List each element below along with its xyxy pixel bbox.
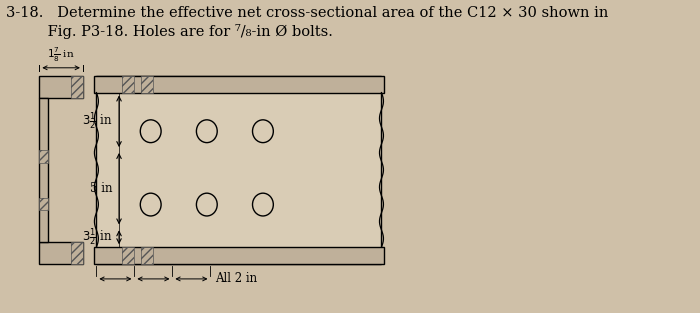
Bar [94, 76, 384, 93]
Text: $1\frac{7}{8}$ in: $1\frac{7}{8}$ in [48, 45, 75, 64]
Bar [141, 247, 153, 264]
Bar [71, 242, 83, 264]
Bar [97, 76, 382, 264]
Text: 3-18.   Determine the effective net cross-sectional area of the C12 × 30 shown i: 3-18. Determine the effective net cross-… [6, 6, 608, 20]
Text: Fig. P3-18. Holes are for ⁷/₈-in Ø bolts.: Fig. P3-18. Holes are for ⁷/₈-in Ø bolts… [6, 24, 332, 39]
Bar [71, 76, 83, 98]
Bar [71, 242, 83, 264]
Bar [71, 76, 83, 98]
Text: 5 in: 5 in [90, 182, 113, 195]
Bar [122, 247, 134, 264]
Bar [39, 150, 48, 163]
Bar [39, 242, 83, 264]
Bar [39, 198, 48, 210]
Bar [39, 198, 48, 210]
Bar [39, 98, 48, 242]
Bar [141, 76, 153, 93]
Bar [141, 76, 153, 93]
Text: All 2 in: All 2 in [215, 272, 257, 285]
Bar [122, 247, 134, 264]
Bar [122, 76, 134, 93]
Text: $3\frac{1}{2}$ in: $3\frac{1}{2}$ in [82, 110, 113, 132]
Bar [122, 76, 134, 93]
Bar [141, 247, 153, 264]
Text: $3\frac{1}{2}$ in: $3\frac{1}{2}$ in [82, 226, 113, 248]
Bar [39, 150, 48, 163]
Bar [39, 76, 83, 98]
Bar [94, 247, 384, 264]
